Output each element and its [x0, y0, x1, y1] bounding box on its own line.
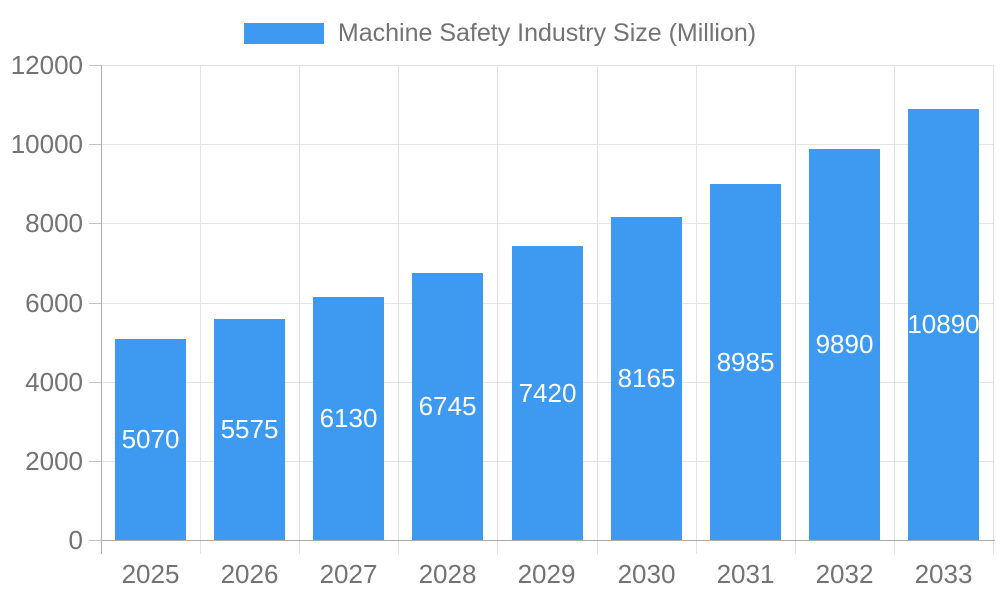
x-axis-tick-label: 2030 — [617, 559, 676, 589]
x-axis-tick-label: 2032 — [815, 559, 874, 589]
y-axis-tick-label: 4000 — [25, 367, 83, 397]
v-gridline — [200, 65, 201, 554]
chart-bar: 8165 — [611, 217, 682, 540]
x-axis-tick-label: 2025 — [121, 559, 180, 589]
chart-bar: 7420 — [512, 246, 583, 540]
chart-bar: 10890 — [907, 109, 980, 540]
y-axis-tick-label: 2000 — [25, 446, 83, 476]
chart-bar: 5575 — [214, 319, 285, 540]
y-axis-tick-label: 10000 — [10, 129, 83, 159]
v-gridline — [795, 65, 796, 554]
y-tick-mark — [89, 65, 101, 66]
v-gridline — [696, 65, 697, 554]
x-axis-tick-label: 2029 — [517, 559, 576, 589]
bar-value-label: 8165 — [617, 363, 676, 393]
bar-value-label: 10890 — [907, 309, 980, 339]
v-gridline — [993, 65, 994, 554]
h-gridline — [101, 223, 993, 224]
chart-bar: 9890 — [809, 149, 880, 540]
x-axis-tick-label: 2028 — [418, 559, 477, 589]
y-axis-tick-label: 6000 — [25, 288, 83, 318]
y-tick-mark — [89, 144, 101, 145]
x-axis-tick-label: 2031 — [716, 559, 775, 589]
v-gridline — [299, 65, 300, 554]
y-tick-mark — [89, 540, 101, 541]
chart-bar: 6745 — [412, 273, 483, 540]
y-tick-mark — [89, 303, 101, 304]
h-gridline — [101, 144, 993, 145]
y-axis-tick-label: 8000 — [25, 208, 83, 238]
bar-value-label: 5070 — [121, 424, 180, 454]
legend-swatch — [243, 23, 324, 44]
y-axis-line — [101, 65, 102, 554]
bar-value-label: 5575 — [220, 414, 279, 444]
bar-value-label: 7420 — [518, 377, 577, 408]
y-tick-mark — [89, 382, 101, 383]
bar-value-label: 9890 — [815, 329, 874, 359]
v-gridline — [597, 65, 598, 554]
chart-bar: 8985 — [710, 184, 781, 540]
legend: Machine Safety Industry Size (Million) — [0, 19, 1000, 48]
legend-label: Machine Safety Industry Size (Million) — [337, 19, 757, 47]
x-axis-line — [101, 540, 995, 541]
y-tick-mark — [89, 223, 101, 224]
chart-bar: 5070 — [115, 339, 186, 540]
x-axis-tick-label: 2026 — [220, 559, 279, 589]
bar-value-label: 8985 — [716, 346, 775, 377]
x-axis-tick-label: 2033 — [914, 559, 973, 589]
bar-value-label: 6745 — [418, 391, 477, 421]
v-gridline — [398, 65, 399, 554]
h-gridline — [101, 65, 993, 66]
y-axis-tick-label: 0 — [68, 525, 83, 555]
x-axis-tick-label: 2027 — [319, 559, 378, 589]
v-gridline — [497, 65, 498, 554]
y-tick-mark — [89, 461, 101, 462]
v-gridline — [894, 65, 895, 554]
y-axis-tick-label: 12000 — [10, 50, 83, 80]
bar-value-label: 6130 — [319, 403, 378, 433]
chart-bar: 6130 — [313, 297, 384, 540]
